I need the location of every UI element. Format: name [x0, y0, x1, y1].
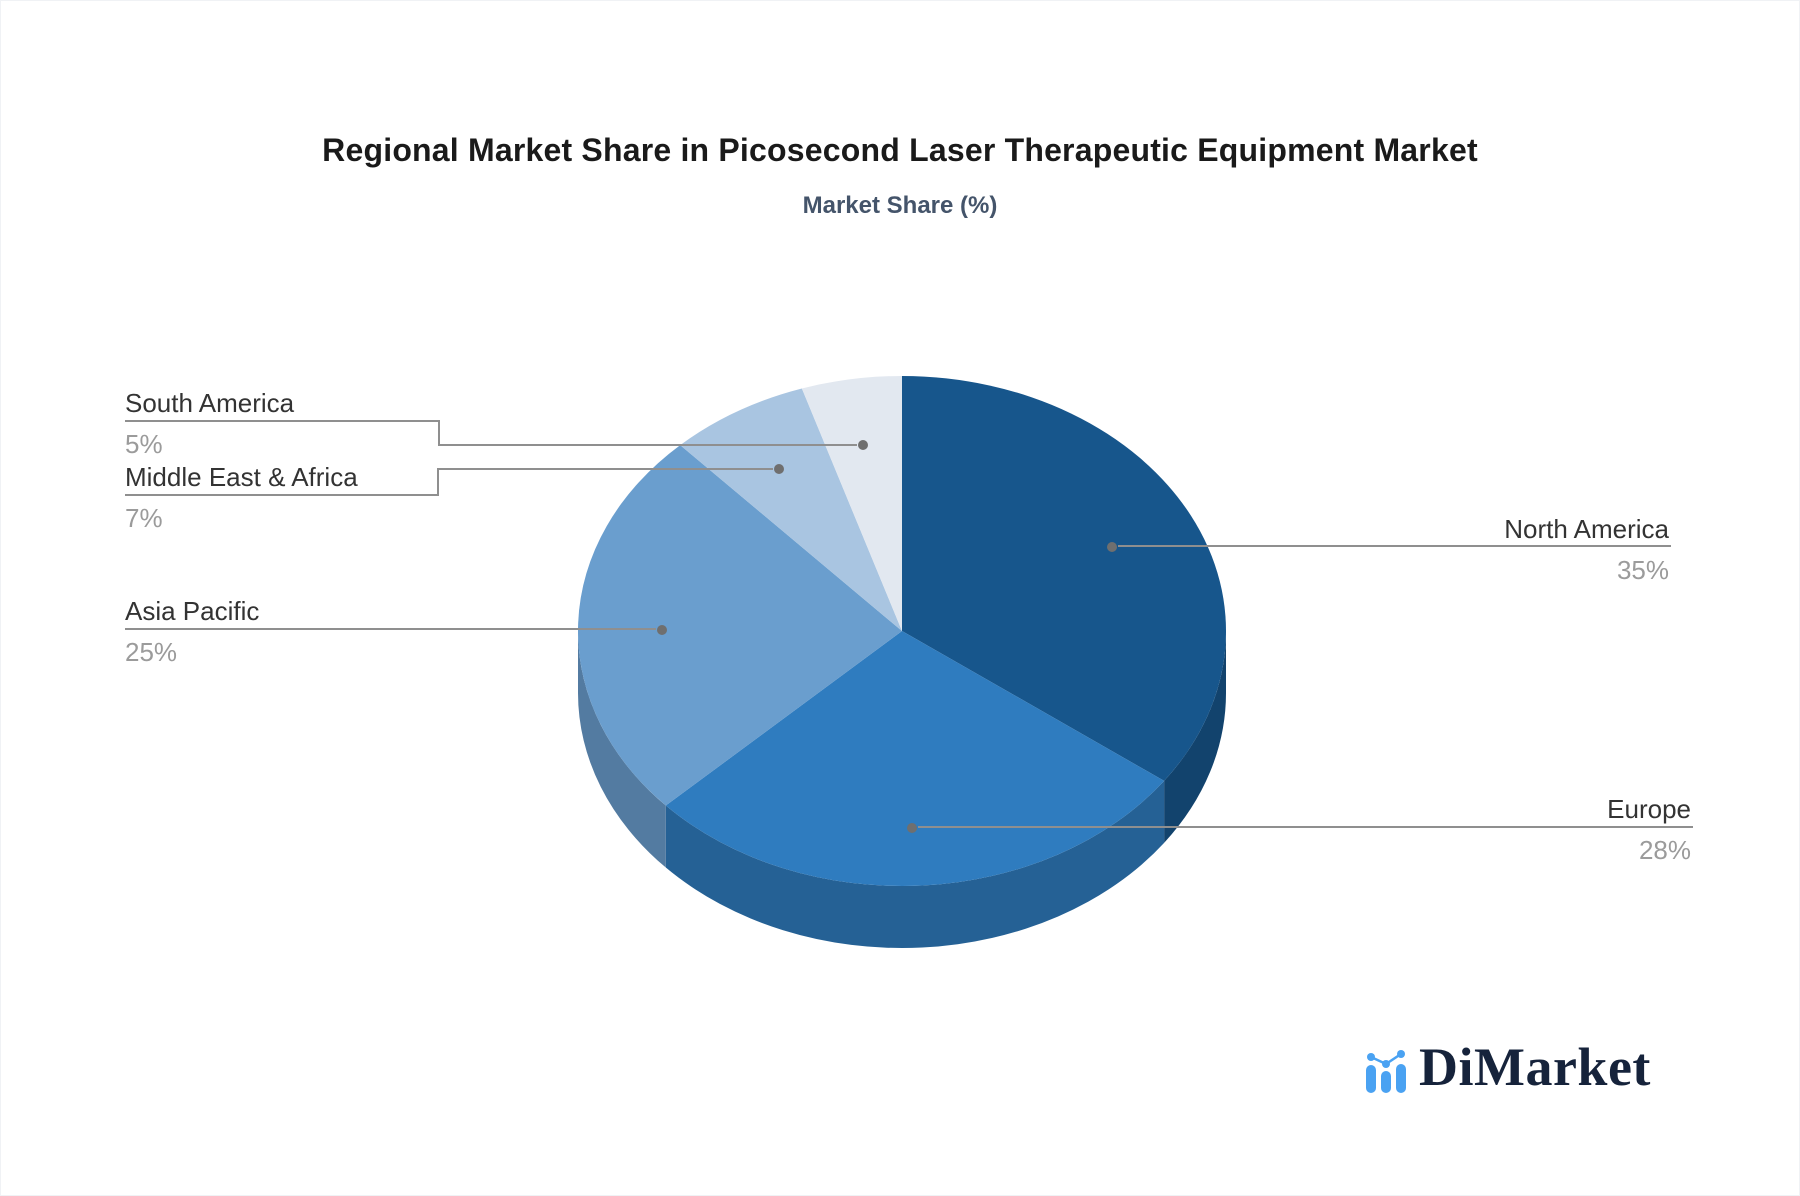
slice-label-europe: Europe 28% [1607, 792, 1691, 865]
slice-label-value: 5% [125, 429, 163, 459]
dimarket-logo: DiMarket [1364, 1037, 1651, 1097]
leader-dot-asia-pacific [657, 625, 667, 635]
slice-label-name: Asia Pacific [125, 596, 260, 626]
dimarket-logo-text: DiMarket [1419, 1037, 1651, 1097]
slice-label-value: 7% [125, 503, 163, 533]
leader-dot-south-america [858, 440, 868, 450]
pie-rim-north-america [1164, 631, 1226, 843]
pie-rim-asia-pacific [578, 631, 666, 868]
slice-label-middle-east-africa: Middle East & Africa 7% [125, 460, 358, 533]
leader-dot-europe [907, 823, 917, 833]
leader-line-middle-east-africa [125, 468, 773, 496]
slice-label-asia-pacific: Asia Pacific 25% [125, 594, 259, 667]
leader-dot-middle-east-africa [774, 464, 784, 474]
slice-label-name: Europe [1607, 794, 1691, 824]
slice-label-south-america: South America 5% [125, 386, 294, 459]
leader-dot-north-america [1107, 542, 1117, 552]
pie-slice-asia-pacific [577, 445, 902, 806]
pie-slice-south-america [801, 376, 902, 631]
slice-label-value: 28% [1638, 835, 1691, 865]
slice-label-north-america: North America 35% [1504, 512, 1669, 585]
dimarket-logo-icon [1366, 1050, 1406, 1093]
slice-label-name: Middle East & Africa [125, 462, 358, 492]
leader-line-south-america [125, 420, 857, 446]
slice-label-value: 35% [1616, 555, 1669, 585]
pie-slice-north-america [902, 376, 1226, 781]
chart-subtitle: Market Share (%) [802, 192, 998, 219]
pie-rim-europe [665, 780, 1165, 949]
slice-label-name: South America [125, 388, 295, 418]
slice-label-value: 25% [125, 637, 178, 667]
chart-title: Regional Market Share in Picosecond Lase… [322, 132, 1478, 168]
slice-label-name: North America [1504, 514, 1669, 544]
pie-slice-europe [665, 631, 1165, 887]
pie-slice-middle-east-africa [680, 388, 902, 631]
